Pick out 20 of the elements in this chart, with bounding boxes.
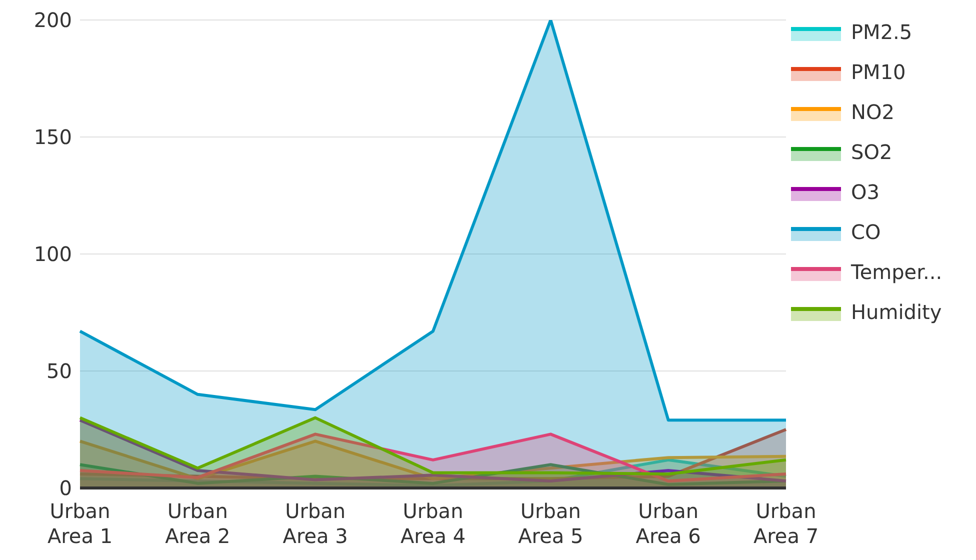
y-tick-label: 150 <box>34 125 72 150</box>
legend-label: PM10 <box>851 60 906 84</box>
x-tick-label: Urban Area 4 <box>400 499 466 548</box>
x-tick-label: Urban Area 7 <box>753 499 819 548</box>
y-tick-label: 200 <box>34 8 72 32</box>
legend-label: O3 <box>851 180 880 204</box>
y-tick-label: 100 <box>34 242 72 266</box>
x-tick-label: Urban Area 1 <box>47 499 113 548</box>
legend-label: NO2 <box>851 100 894 124</box>
y-tick-label: 0 <box>59 476 72 500</box>
legend-label: SO2 <box>851 140 892 164</box>
x-tick-label: Urban Area 2 <box>165 499 230 548</box>
legend-label: PM2.5 <box>851 20 912 44</box>
legend-label: CO <box>851 220 881 244</box>
x-tick-label: Urban Area 6 <box>636 499 701 548</box>
x-tick-label: Urban Area 5 <box>518 499 584 548</box>
y-tick-label: 50 <box>46 359 72 384</box>
legend-label: Temper... <box>851 260 942 284</box>
legend-label: Humidity <box>851 300 942 324</box>
x-tick-label: Urban Area 3 <box>282 499 348 548</box>
